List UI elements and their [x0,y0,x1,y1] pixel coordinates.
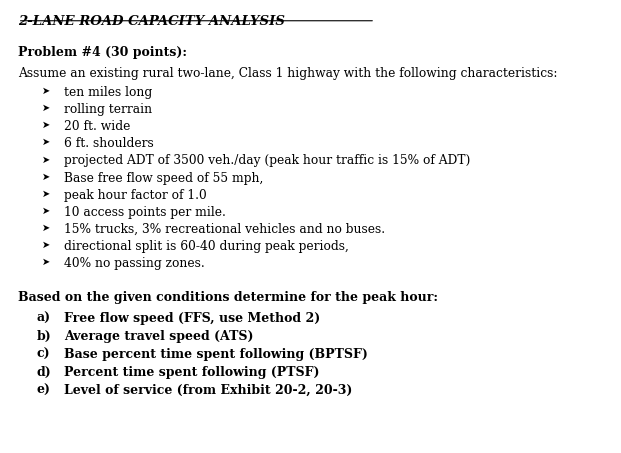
Text: ➤: ➤ [42,154,50,164]
Text: 6 ft. shoulders: 6 ft. shoulders [64,137,154,150]
Text: ➤: ➤ [42,257,50,267]
Text: ➤: ➤ [42,189,50,199]
Text: directional split is 60-40 during peak periods,: directional split is 60-40 during peak p… [64,240,349,253]
Text: Problem #4 (30 points):: Problem #4 (30 points): [18,46,187,59]
Text: Based on the given conditions determine for the peak hour:: Based on the given conditions determine … [18,291,438,304]
Text: 10 access points per mile.: 10 access points per mile. [64,206,226,219]
Text: 15% trucks, 3% recreational vehicles and no buses.: 15% trucks, 3% recreational vehicles and… [64,223,385,236]
Text: ➤: ➤ [42,86,50,96]
Text: ➤: ➤ [42,172,50,182]
Text: d): d) [37,366,52,379]
Text: Percent time spent following (PTSF): Percent time spent following (PTSF) [64,366,320,379]
Text: Base percent time spent following (BPTSF): Base percent time spent following (BPTSF… [64,348,368,361]
Text: peak hour factor of 1.0: peak hour factor of 1.0 [64,189,207,202]
Text: Level of service (from Exhibit 20-2, 20-3): Level of service (from Exhibit 20-2, 20-… [64,384,353,397]
Text: Assume an existing rural two-lane, Class 1 highway with the following characteri: Assume an existing rural two-lane, Class… [18,67,557,80]
Text: ➤: ➤ [42,137,50,147]
Text: ➤: ➤ [42,240,50,250]
Text: ➤: ➤ [42,103,50,113]
Text: projected ADT of 3500 veh./day (peak hour traffic is 15% of ADT): projected ADT of 3500 veh./day (peak hou… [64,154,471,168]
Text: c): c) [37,348,50,361]
Text: ten miles long: ten miles long [64,86,152,99]
Text: ➤: ➤ [42,120,50,130]
Text: ➤: ➤ [42,223,50,233]
Text: ➤: ➤ [42,206,50,216]
Text: rolling terrain: rolling terrain [64,103,152,116]
Text: a): a) [37,312,51,325]
Text: Base free flow speed of 55 mph,: Base free flow speed of 55 mph, [64,172,263,184]
Text: Average travel speed (ATS): Average travel speed (ATS) [64,330,253,343]
Text: 2-LANE ROAD CAPACITY ANALYSIS: 2-LANE ROAD CAPACITY ANALYSIS [18,15,285,28]
Text: b): b) [37,330,52,343]
Text: 40% no passing zones.: 40% no passing zones. [64,257,205,270]
Text: 20 ft. wide: 20 ft. wide [64,120,130,133]
Text: e): e) [37,384,51,397]
Text: Free flow speed (FFS, use Method 2): Free flow speed (FFS, use Method 2) [64,312,320,325]
